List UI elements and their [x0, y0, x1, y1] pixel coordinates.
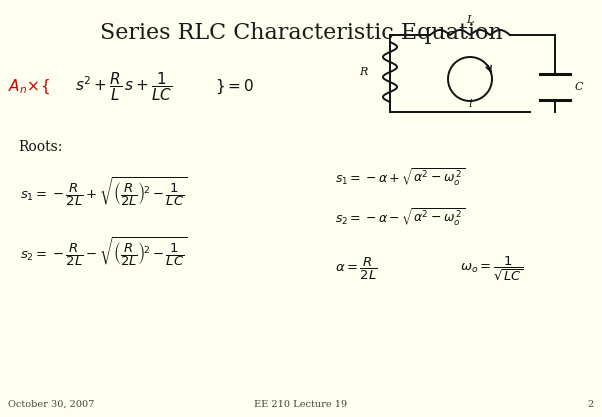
Text: $\} = 0$: $\} = 0$	[215, 78, 254, 96]
Text: i: i	[468, 99, 472, 109]
Text: EE 210 Lecture 19: EE 210 Lecture 19	[255, 400, 347, 409]
Text: L: L	[467, 15, 474, 25]
Text: 2: 2	[588, 400, 594, 409]
Text: $s^2 + \dfrac{R}{L}\,s + \dfrac{1}{LC}$: $s^2 + \dfrac{R}{L}\,s + \dfrac{1}{LC}$	[75, 70, 172, 103]
Text: Series RLC Characteristic Equation: Series RLC Characteristic Equation	[99, 22, 503, 44]
Text: October 30, 2007: October 30, 2007	[8, 400, 95, 409]
Text: R: R	[359, 67, 368, 77]
Text: $s_1 = -\alpha + \sqrt{\alpha^2 - \omega_o^{\,2}}$: $s_1 = -\alpha + \sqrt{\alpha^2 - \omega…	[335, 166, 465, 188]
Text: Roots:: Roots:	[18, 140, 63, 154]
Text: C: C	[575, 82, 583, 92]
Text: $\alpha = \dfrac{R}{2L}$: $\alpha = \dfrac{R}{2L}$	[335, 256, 378, 282]
Text: $s_2 = -\alpha - \sqrt{\alpha^2 - \omega_o^{\,2}}$: $s_2 = -\alpha - \sqrt{\alpha^2 - \omega…	[335, 206, 465, 228]
Text: $s_2 = -\dfrac{R}{2L} - \sqrt{\left(\dfrac{R}{2L}\right)^{\!2} - \dfrac{1}{LC}}$: $s_2 = -\dfrac{R}{2L} - \sqrt{\left(\dfr…	[20, 236, 188, 269]
Text: $s_1 = -\dfrac{R}{2L} + \sqrt{\left(\dfrac{R}{2L}\right)^{\!2} - \dfrac{1}{LC}}$: $s_1 = -\dfrac{R}{2L} + \sqrt{\left(\dfr…	[20, 176, 188, 208]
Text: $\omega_o = \dfrac{1}{\sqrt{LC}}$: $\omega_o = \dfrac{1}{\sqrt{LC}}$	[460, 255, 524, 283]
Text: $A_n\!\times\!\{$: $A_n\!\times\!\{$	[8, 78, 50, 96]
